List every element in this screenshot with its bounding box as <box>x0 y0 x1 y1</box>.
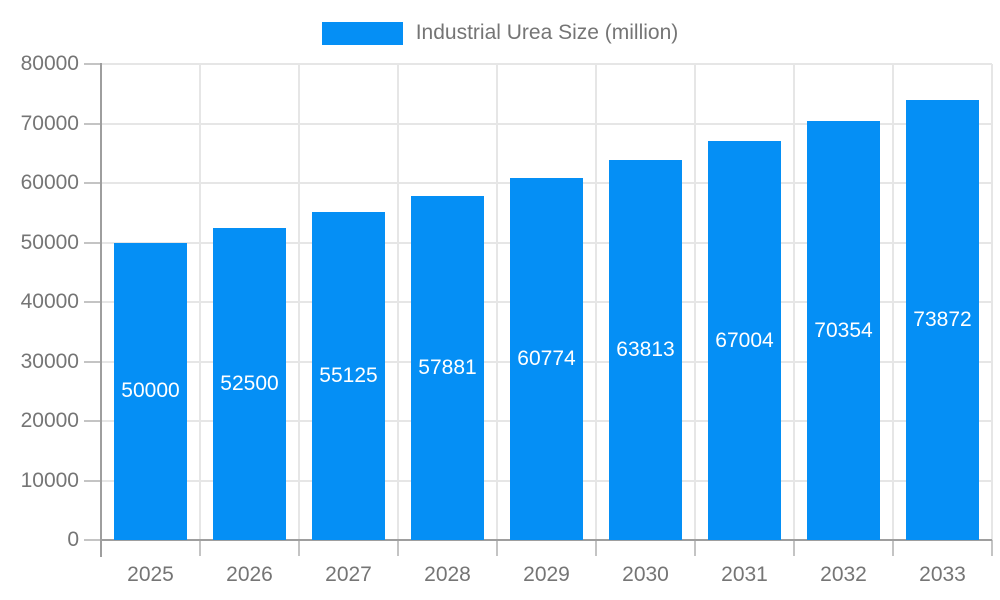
x-axis-label: 2025 <box>127 563 174 586</box>
x-axis-tick <box>397 540 399 556</box>
y-axis-label: 40000 <box>20 290 79 313</box>
bar-2028[interactable] <box>411 195 484 540</box>
bar-2029[interactable] <box>510 178 583 540</box>
y-axis-label: 70000 <box>20 111 79 135</box>
x-axis-label: 2026 <box>226 563 273 586</box>
v-gridline <box>397 64 399 540</box>
x-axis-tick <box>298 540 300 556</box>
y-axis-tick <box>84 479 100 482</box>
x-axis-label: 2032 <box>820 563 867 586</box>
y-axis-tick <box>84 182 100 184</box>
bar-2033[interactable] <box>906 100 979 540</box>
v-gridline <box>991 64 993 540</box>
bar-value-label: 67004 <box>715 328 774 352</box>
v-gridline <box>892 64 894 540</box>
y-axis-label: 20000 <box>20 409 79 432</box>
bar-2030[interactable] <box>609 160 682 540</box>
v-gridline <box>199 64 201 540</box>
legend-label: Industrial Urea Size (million) <box>415 21 679 44</box>
bar-value-label: 55125 <box>319 364 378 387</box>
bar-2025[interactable] <box>114 242 187 540</box>
v-gridline <box>298 64 300 540</box>
h-gridline <box>101 63 992 65</box>
y-axis-tick <box>84 241 100 244</box>
x-axis-tick <box>595 540 597 556</box>
x-axis-tick <box>991 540 993 556</box>
x-axis-tick <box>199 540 201 556</box>
bar-value-label: 73872 <box>913 308 972 332</box>
bar-2027[interactable] <box>312 212 385 540</box>
v-gridline <box>496 64 498 540</box>
x-axis-tick <box>892 540 894 556</box>
bar-value-label: 70354 <box>814 318 873 342</box>
y-axis-tick <box>84 360 100 363</box>
x-axis-label: 2029 <box>523 563 570 586</box>
x-axis-tick <box>496 540 498 556</box>
bar-value-label: 50000 <box>121 379 180 403</box>
y-axis-label: 50000 <box>20 230 79 254</box>
x-axis-label: 2027 <box>325 563 372 586</box>
x-axis-line <box>100 539 992 541</box>
y-axis-label: 80000 <box>20 52 79 75</box>
y-axis-label: 0 <box>67 528 79 551</box>
y-axis-line <box>100 63 102 557</box>
x-axis-tick <box>793 540 795 556</box>
bar-2032[interactable] <box>807 121 880 540</box>
y-axis-tick <box>84 539 100 541</box>
bar-value-label: 52500 <box>220 371 279 395</box>
bar-value-label: 63813 <box>616 338 675 362</box>
x-axis-label: 2031 <box>721 563 768 586</box>
bar-2031[interactable] <box>708 141 781 540</box>
y-axis-label: 10000 <box>20 468 79 492</box>
x-axis-tick <box>694 540 696 556</box>
v-gridline <box>694 64 696 540</box>
v-gridline <box>793 64 795 540</box>
y-axis-tick <box>84 63 100 65</box>
y-axis-tick <box>84 122 100 125</box>
bar-2026[interactable] <box>213 227 286 540</box>
legend-swatch <box>321 21 403 45</box>
x-axis-label: 2028 <box>424 563 471 586</box>
v-gridline <box>595 64 597 540</box>
y-axis-tick <box>84 301 100 303</box>
bar-value-label: 60774 <box>517 347 576 371</box>
x-axis-label: 2033 <box>919 563 966 586</box>
y-axis-label: 60000 <box>20 171 79 194</box>
y-axis-tick <box>84 420 100 422</box>
x-axis-label: 2030 <box>622 563 669 586</box>
bar-value-label: 57881 <box>418 355 477 379</box>
h-gridline <box>101 122 992 125</box>
y-axis-label: 30000 <box>20 349 79 373</box>
chart-legend[interactable]: Industrial Urea Size (million) <box>0 21 1000 45</box>
